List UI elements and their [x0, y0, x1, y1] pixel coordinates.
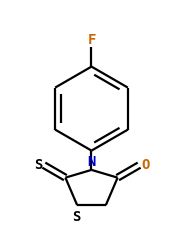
Text: O: O [141, 158, 149, 172]
Text: S: S [72, 209, 80, 223]
Text: S: S [34, 158, 42, 172]
Text: N: N [87, 154, 96, 168]
Text: F: F [87, 33, 96, 47]
